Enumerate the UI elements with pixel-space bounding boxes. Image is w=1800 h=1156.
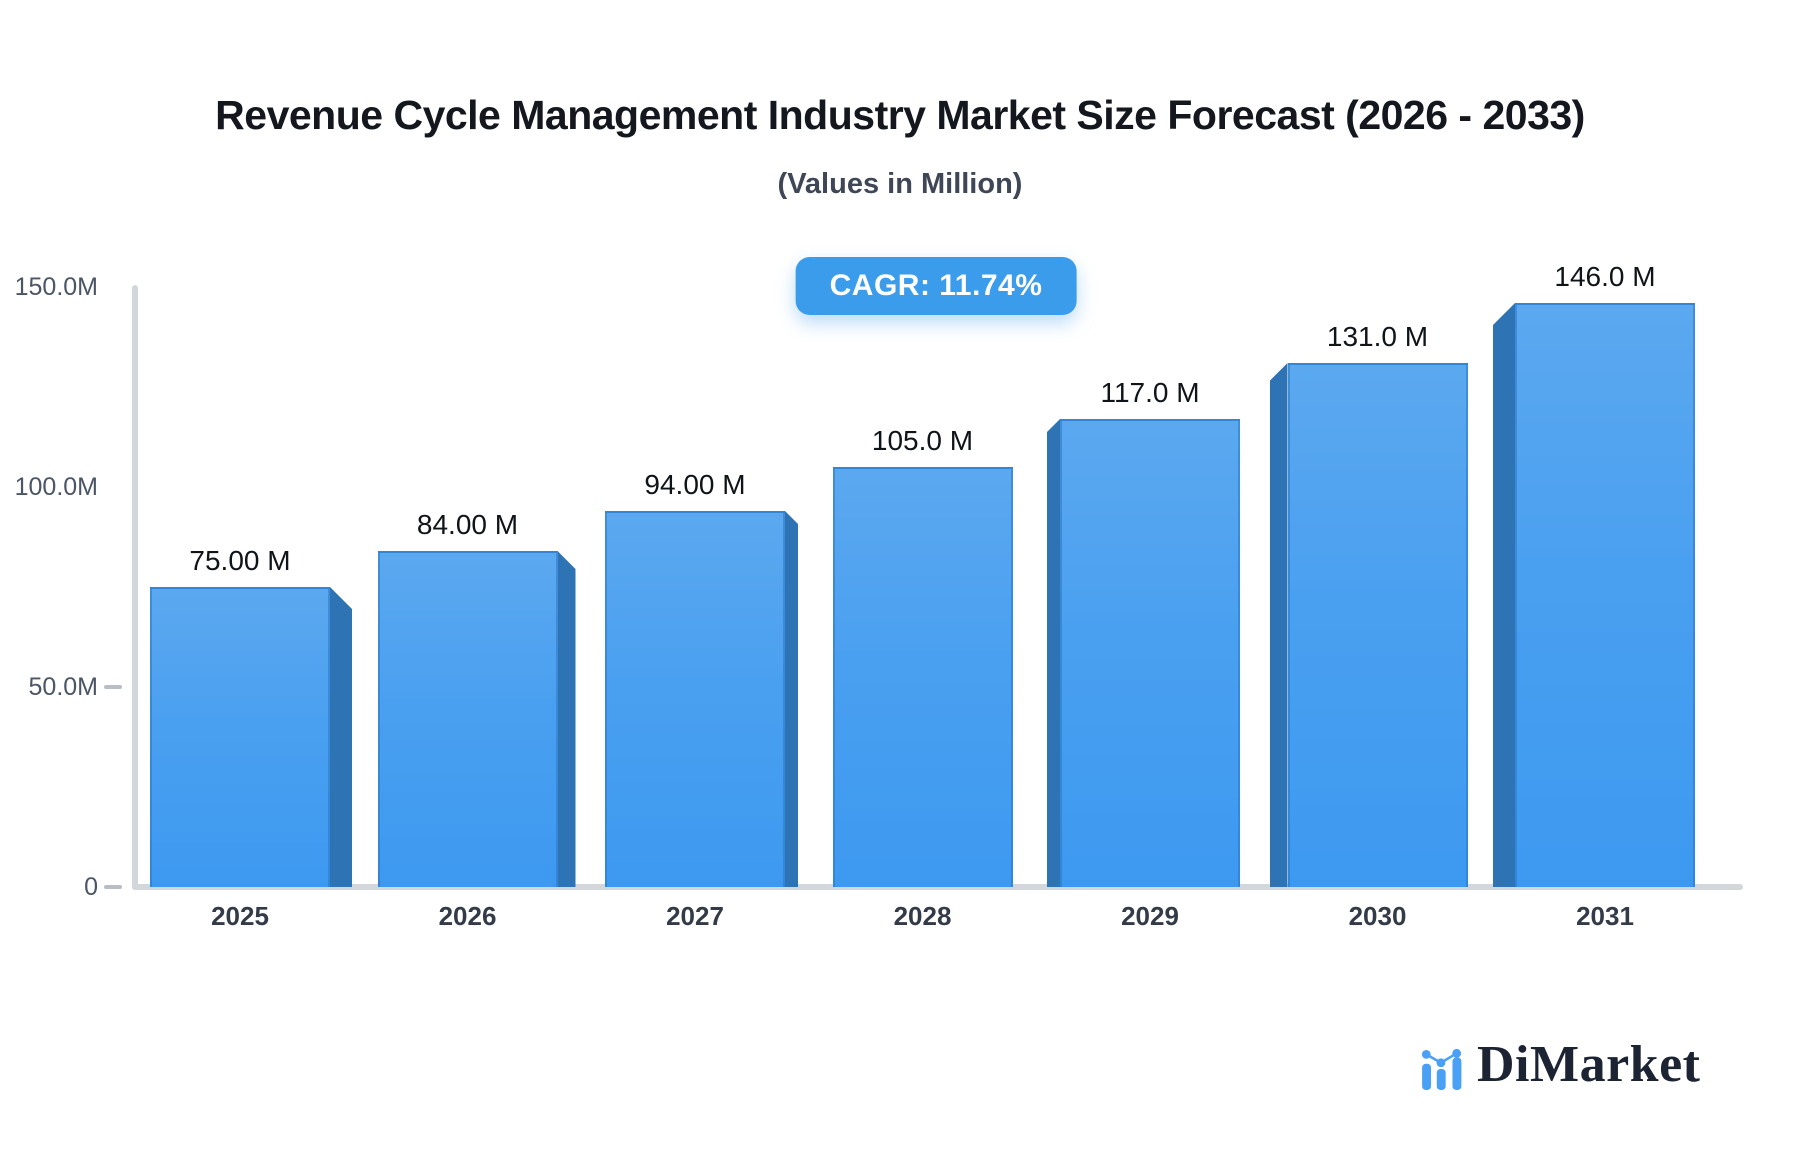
bar-side-face: [1047, 419, 1060, 887]
bar: [1287, 363, 1468, 887]
bar-chart-dots-icon: [1421, 1048, 1462, 1090]
bar-value-label: 75.00 M: [189, 545, 291, 576]
y-axis-tick-label: 150.0M: [14, 273, 98, 301]
y-axis-tick-mark: [104, 685, 122, 689]
x-axis-category-label: 2031: [1576, 901, 1634, 931]
x-axis-line: [132, 884, 1743, 890]
dimarket-logo: DiMarket: [1420, 1036, 1701, 1093]
bar: [1515, 303, 1695, 887]
cagr-badge: CAGR: 11.74%: [795, 257, 1077, 315]
y-axis-tick-mark: [104, 885, 122, 889]
bar-side-face: [1493, 303, 1515, 887]
y-axis-tick-label: 50.0M: [28, 673, 98, 701]
bar-value-label: 146.0 M: [1554, 261, 1656, 292]
bar: [377, 551, 558, 887]
x-axis-category-label: 2027: [666, 901, 724, 931]
chart-subtitle: (Values in Million): [777, 168, 1023, 200]
bar-side-face: [557, 551, 576, 887]
bar: [1060, 419, 1240, 887]
bar-side-face: [785, 511, 798, 887]
bar-side-face: [1269, 363, 1288, 887]
bar-value-label: 117.0 M: [1100, 377, 1200, 408]
x-axis-category-label: 2029: [1121, 901, 1179, 931]
x-axis-category-label: 2025: [211, 901, 269, 931]
y-axis-tick-label: 0: [84, 873, 98, 901]
bar-value-label: 105.0 M: [871, 425, 974, 456]
bar-value-label: 84.00 M: [416, 509, 519, 540]
bar: [150, 587, 330, 887]
chart-title: Revenue Cycle Management Industry Market…: [215, 92, 1585, 138]
bar: [605, 511, 785, 887]
x-axis-category-label: 2026: [438, 901, 497, 931]
x-axis-category-label: 2030: [1348, 901, 1407, 931]
x-axis-category-label: 2028: [893, 901, 952, 931]
bar-value-label: 94.00 M: [644, 469, 746, 500]
y-axis-line: [132, 285, 138, 890]
bar: [832, 467, 1013, 887]
logo-text: DiMarket: [1477, 1036, 1701, 1093]
bar-side-face: [330, 587, 352, 887]
y-axis-tick-label: 100.0M: [14, 473, 98, 501]
bar-value-label: 131.0 M: [1326, 321, 1429, 352]
